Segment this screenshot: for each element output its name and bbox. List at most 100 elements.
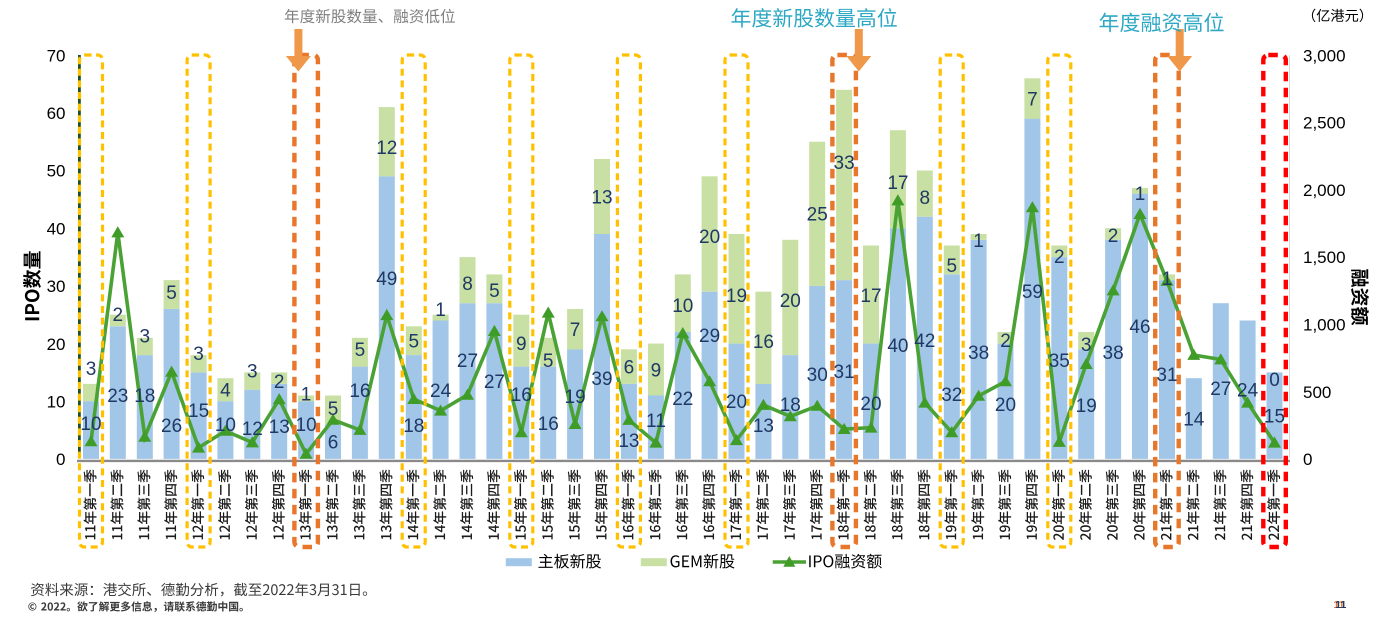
svg-text:0: 0 [56,450,65,469]
svg-text:11: 11 [646,411,666,432]
svg-text:8: 8 [920,188,931,209]
svg-text:29: 29 [699,326,720,347]
svg-text:19: 19 [565,387,586,408]
svg-text:49: 49 [376,269,397,290]
svg-text:15: 15 [1264,407,1285,428]
svg-text:7: 7 [1027,89,1038,110]
svg-text:16: 16 [349,381,370,402]
svg-text:38: 38 [1103,343,1124,364]
svg-text:20: 20 [780,291,801,312]
svg-text:9: 9 [651,360,662,381]
svg-text:1: 1 [301,384,312,405]
svg-text:12: 12 [242,419,263,440]
svg-text:10: 10 [215,415,236,436]
svg-text:500: 500 [1303,383,1331,402]
svg-text:5: 5 [355,340,366,361]
svg-text:3: 3 [1081,335,1092,356]
svg-text:24: 24 [1237,381,1259,402]
svg-text:5: 5 [328,399,339,420]
svg-text:11: 11 [1335,599,1346,611]
svg-text:22: 22 [672,389,693,410]
svg-text:10: 10 [672,296,693,317]
svg-text:13: 13 [753,416,774,437]
svg-text:19: 19 [1076,396,1097,417]
svg-text:5: 5 [543,351,554,372]
svg-text:16: 16 [511,385,532,406]
svg-text:17: 17 [860,286,881,307]
svg-text:5: 5 [489,281,500,302]
svg-text:18: 18 [134,386,155,407]
svg-text:20: 20 [47,335,66,354]
svg-text:3: 3 [86,359,97,380]
svg-text:31: 31 [834,362,855,383]
svg-text:3: 3 [193,344,204,365]
svg-text:39: 39 [591,369,612,390]
svg-text:2: 2 [1054,247,1065,268]
svg-text:20: 20 [726,392,747,413]
svg-text:11: 11 [1333,599,1344,611]
svg-text:5: 5 [166,283,177,304]
svg-text:42: 42 [914,331,935,352]
svg-text:10: 10 [47,392,66,411]
svg-text:18: 18 [403,416,424,437]
svg-text:15: 15 [188,401,209,422]
svg-text:2: 2 [1108,226,1119,247]
svg-text:1: 1 [1135,184,1146,205]
svg-text:1: 1 [1162,269,1173,290]
svg-text:2,500: 2,500 [1303,114,1346,133]
svg-text:30: 30 [807,365,828,386]
svg-text:38: 38 [968,343,989,364]
svg-text:8: 8 [462,274,473,295]
svg-text:6: 6 [328,433,339,454]
svg-text:32: 32 [941,385,962,406]
svg-text:2: 2 [274,372,285,393]
svg-text:33: 33 [834,153,855,174]
svg-text:30: 30 [47,277,66,296]
svg-text:19: 19 [726,286,747,307]
svg-text:3: 3 [247,361,258,382]
svg-text:2,000: 2,000 [1303,181,1346,200]
svg-text:3: 3 [140,327,151,348]
svg-text:1,000: 1,000 [1303,316,1346,335]
svg-text:31: 31 [1156,365,1177,386]
svg-text:13: 13 [618,431,639,452]
svg-text:70: 70 [47,46,66,65]
svg-text:1: 1 [435,300,446,321]
svg-text:1,500: 1,500 [1303,248,1346,267]
svg-text:20: 20 [995,395,1016,416]
svg-text:60: 60 [47,104,66,123]
svg-text:2: 2 [113,305,124,326]
svg-text:12: 12 [376,138,397,159]
svg-text:27: 27 [1210,379,1231,400]
svg-text:35: 35 [1049,351,1070,372]
svg-text:1: 1 [973,231,984,252]
svg-text:27: 27 [457,351,478,372]
svg-text:5: 5 [947,256,958,277]
svg-text:3,000: 3,000 [1303,46,1346,65]
svg-text:14: 14 [1183,409,1205,430]
svg-text:9: 9 [516,334,527,355]
svg-text:2: 2 [1000,331,1011,352]
svg-text:10: 10 [296,415,317,436]
svg-text:6: 6 [624,358,635,379]
svg-text:0: 0 [1303,450,1312,469]
svg-text:4: 4 [220,381,231,402]
svg-text:16: 16 [538,414,559,435]
svg-text:17: 17 [887,173,908,194]
svg-text:50: 50 [47,162,66,181]
svg-text:16: 16 [753,332,774,353]
svg-text:24: 24 [430,381,452,402]
svg-text:40: 40 [887,336,908,357]
svg-text:13: 13 [591,187,612,208]
svg-text:46: 46 [1129,317,1150,338]
svg-text:27: 27 [484,372,505,393]
svg-text:18: 18 [780,395,801,416]
svg-text:20: 20 [699,227,720,248]
svg-text:26: 26 [161,416,182,437]
svg-text:23: 23 [107,386,128,407]
svg-text:0: 0 [1269,370,1280,391]
svg-text:7: 7 [570,320,581,341]
svg-text:20: 20 [860,394,881,415]
svg-text:5: 5 [409,332,420,353]
svg-text:40: 40 [47,219,66,238]
